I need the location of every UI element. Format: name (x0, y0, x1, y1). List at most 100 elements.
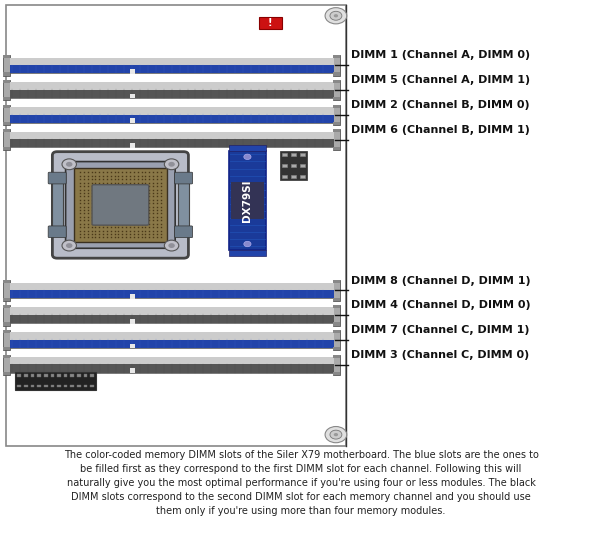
Bar (130, 294, 135, 298)
Bar (333, 104, 340, 125)
Bar (229, 145, 266, 151)
Bar (3, 280, 10, 284)
Bar (291, 152, 296, 156)
Bar (52, 177, 63, 232)
Bar (282, 164, 287, 167)
Bar (333, 354, 340, 375)
FancyBboxPatch shape (175, 226, 193, 238)
Text: DIMM 5 (Channel A, DIMM 1): DIMM 5 (Channel A, DIMM 1) (351, 75, 530, 85)
Bar (333, 130, 340, 132)
Text: DIMM 6 (Channel B, DIMM 1): DIMM 6 (Channel B, DIMM 1) (351, 125, 530, 135)
Bar (3, 104, 10, 108)
Bar (3, 72, 10, 76)
Bar (10, 107, 334, 115)
Bar (3, 97, 10, 100)
Bar (333, 330, 340, 350)
Circle shape (164, 159, 179, 169)
Bar (3, 330, 10, 350)
Circle shape (66, 162, 72, 167)
Circle shape (330, 430, 342, 439)
Bar (44, 385, 48, 387)
Circle shape (62, 240, 76, 251)
Bar (333, 330, 340, 333)
Bar (10, 139, 334, 148)
Bar (10, 282, 334, 290)
Bar (10, 308, 334, 315)
Bar (333, 55, 340, 58)
Text: DX79SI: DX79SI (243, 179, 252, 222)
Bar (57, 385, 61, 387)
Bar (10, 90, 334, 98)
Bar (9, 107, 334, 123)
Text: DIMM 4 (Channel D, DIMM 0): DIMM 4 (Channel D, DIMM 0) (351, 301, 530, 310)
Bar (178, 177, 189, 232)
Bar (333, 72, 340, 76)
Bar (10, 82, 334, 90)
Bar (333, 372, 340, 375)
Bar (3, 305, 10, 326)
Bar (3, 130, 10, 150)
Bar (3, 147, 10, 150)
Bar (74, 168, 167, 242)
Bar (70, 374, 74, 376)
Bar (333, 347, 340, 350)
Bar (291, 164, 296, 167)
Bar (3, 80, 10, 83)
Bar (3, 330, 10, 333)
Circle shape (169, 243, 175, 248)
Bar (10, 132, 334, 139)
Bar (333, 305, 340, 326)
Bar (17, 374, 21, 376)
Bar (333, 80, 340, 100)
Bar (3, 298, 10, 301)
Text: DIMM 2 (Channel B, DIMM 0): DIMM 2 (Channel B, DIMM 0) (351, 100, 530, 110)
Bar (130, 344, 135, 348)
Circle shape (325, 426, 347, 443)
Bar (300, 175, 305, 179)
Bar (333, 322, 340, 326)
Bar (333, 305, 340, 308)
Bar (130, 118, 135, 123)
Bar (333, 55, 340, 76)
Bar (333, 80, 340, 83)
Bar (130, 368, 135, 373)
FancyBboxPatch shape (92, 185, 149, 225)
Bar (10, 290, 334, 298)
Bar (333, 97, 340, 100)
Bar (24, 374, 28, 376)
Bar (37, 385, 41, 387)
Bar (84, 374, 87, 376)
Bar (3, 347, 10, 350)
Bar (130, 69, 135, 74)
Bar (3, 354, 10, 358)
Bar (3, 122, 10, 125)
Circle shape (244, 154, 251, 159)
Bar (3, 55, 10, 76)
Bar (291, 175, 296, 179)
Bar (3, 130, 10, 132)
Bar (333, 280, 340, 301)
Bar (333, 354, 340, 358)
Circle shape (325, 7, 347, 24)
Bar (3, 354, 10, 375)
Bar (229, 250, 266, 256)
Bar (300, 164, 305, 167)
Bar (333, 130, 340, 150)
Circle shape (169, 162, 175, 167)
Text: DIMM 3 (Channel C, DIMM 0): DIMM 3 (Channel C, DIMM 0) (351, 350, 529, 360)
Bar (9, 282, 334, 298)
Circle shape (334, 433, 338, 436)
Bar (333, 104, 340, 108)
Bar (77, 385, 81, 387)
Bar (51, 374, 54, 376)
Circle shape (164, 240, 179, 251)
Bar (300, 152, 305, 156)
Bar (10, 332, 334, 340)
Bar (10, 114, 334, 123)
Bar (10, 364, 334, 373)
Bar (282, 175, 287, 179)
Bar (9, 82, 334, 98)
Text: !: ! (268, 18, 273, 28)
Bar (333, 122, 340, 125)
Bar (3, 280, 10, 301)
